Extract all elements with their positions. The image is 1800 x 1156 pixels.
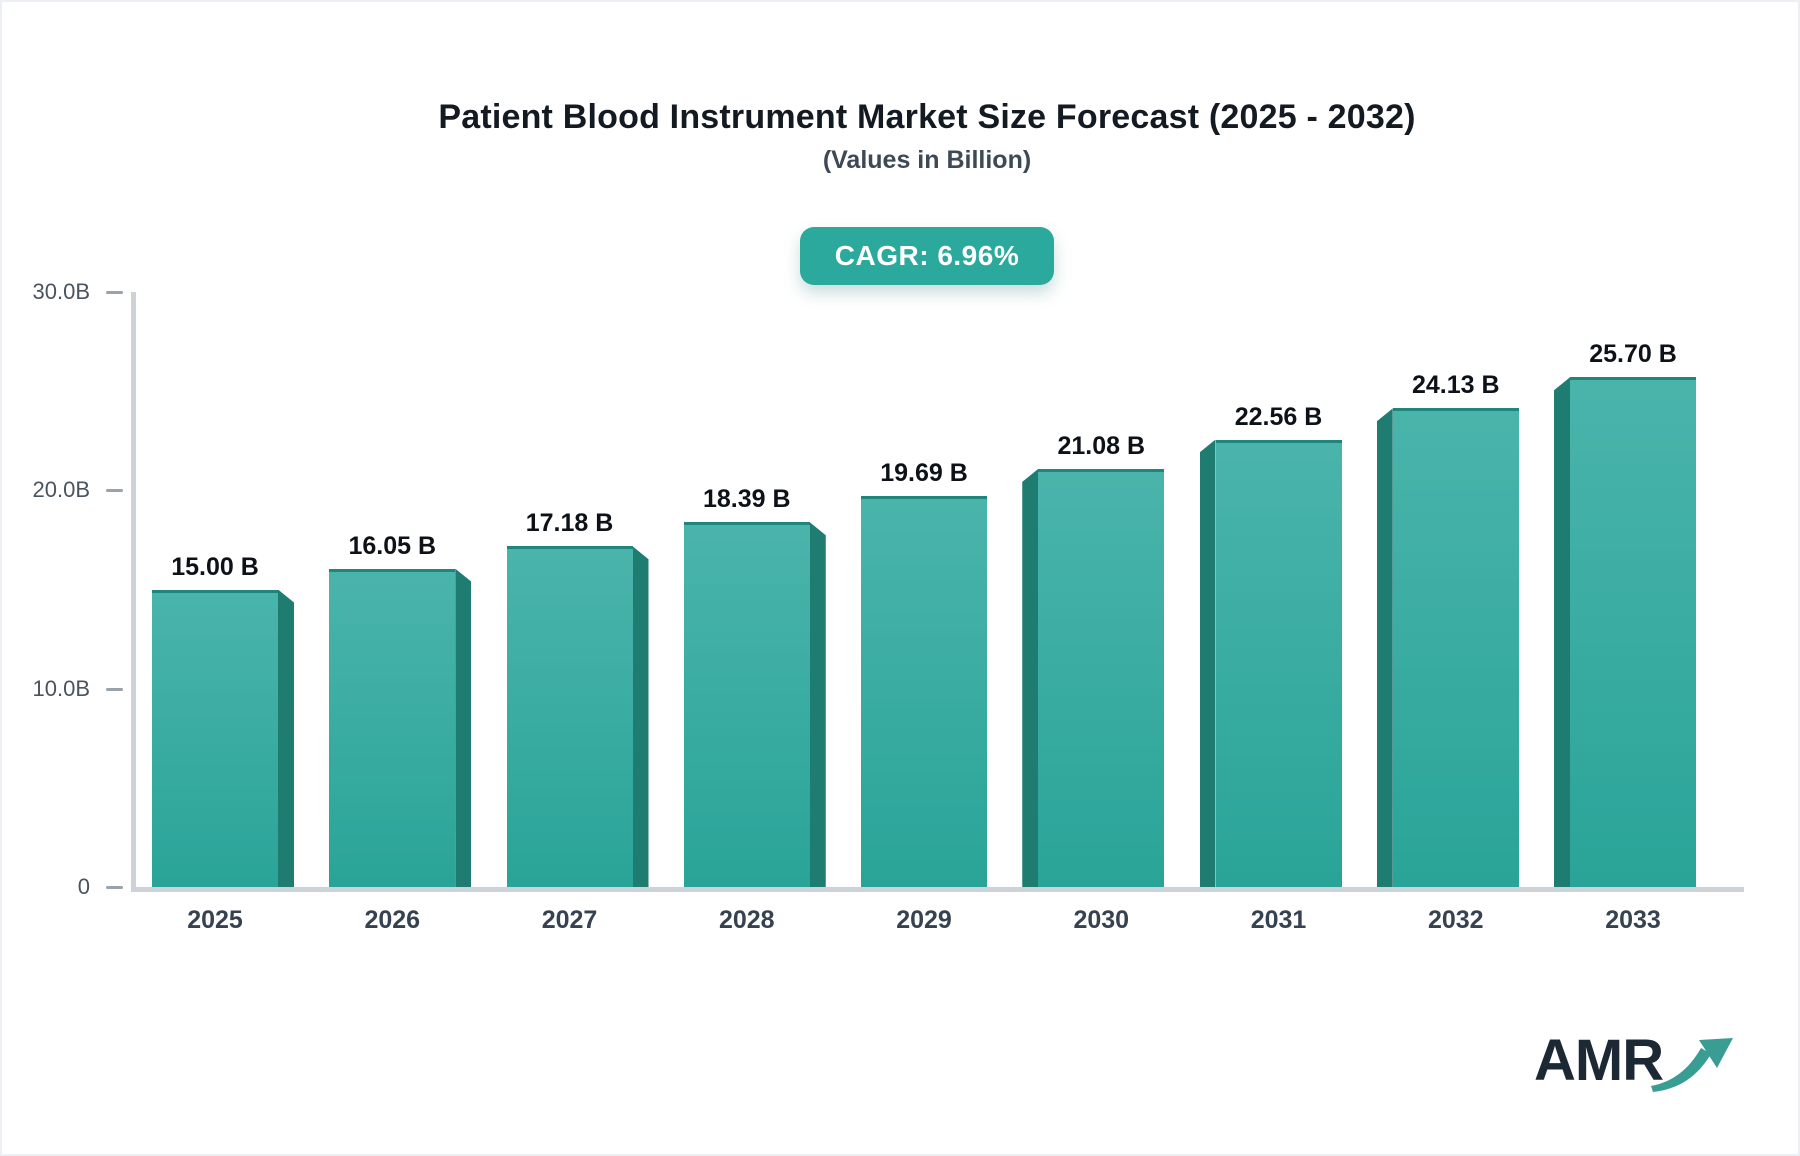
y-axis-tick-label: 10.0B bbox=[32, 675, 91, 701]
y-axis-tick-mark bbox=[106, 489, 123, 493]
bar-value-label: 16.05 B bbox=[348, 531, 437, 560]
y-axis-tick-mark bbox=[106, 886, 123, 889]
x-axis-category-label: 2025 bbox=[187, 906, 243, 934]
x-axis-category-label: 2026 bbox=[364, 906, 421, 934]
bar-2030[interactable] bbox=[1038, 468, 1165, 887]
bar-value-label: 18.39 B bbox=[702, 485, 791, 514]
x-axis-category-label: 2028 bbox=[718, 906, 775, 934]
bar-3d-side bbox=[809, 522, 826, 887]
bar-value-label: 21.08 B bbox=[1057, 431, 1146, 460]
bar-2032[interactable] bbox=[1392, 408, 1519, 887]
bar-value-label: 15.00 B bbox=[171, 552, 259, 581]
bar-2025[interactable] bbox=[152, 589, 278, 887]
bar-value-label: 22.56 B bbox=[1234, 402, 1323, 431]
chart-header: Patient Blood Instrument Market Size For… bbox=[52, 96, 1800, 175]
bar-2033[interactable] bbox=[1570, 377, 1696, 887]
bar-value-label: 24.13 B bbox=[1411, 371, 1500, 400]
growth-arrow-icon bbox=[1651, 1032, 1735, 1103]
bar-value-label: 19.69 B bbox=[880, 459, 968, 488]
cagr-badge: CAGR: 6.96% bbox=[799, 227, 1055, 285]
bar-3d-side bbox=[455, 568, 472, 887]
x-axis-category-label: 2029 bbox=[896, 906, 952, 934]
y-axis-line bbox=[131, 292, 136, 887]
x-axis-category-label: 2032 bbox=[1427, 906, 1484, 934]
x-axis-category-label: 2031 bbox=[1250, 906, 1307, 934]
chart-subtitle: (Values in Billion) bbox=[822, 146, 1032, 174]
y-axis-tick-mark bbox=[106, 291, 123, 294]
bar-3d-side bbox=[1199, 439, 1216, 887]
y-axis-tick-mark bbox=[106, 687, 123, 691]
x-axis-category-label: 2033 bbox=[1605, 906, 1661, 934]
x-axis-category-label: 2030 bbox=[1073, 906, 1130, 934]
y-axis-tick-label: 0 bbox=[77, 874, 90, 899]
bar-2029[interactable] bbox=[861, 496, 987, 887]
amr-logo-text: AMR bbox=[1534, 1028, 1664, 1093]
bar-3d-side bbox=[1376, 408, 1393, 887]
x-axis-line bbox=[131, 887, 1744, 892]
bar-3d-side bbox=[1554, 377, 1570, 887]
y-axis-tick-label: 30.0B bbox=[32, 279, 91, 304]
bar-2026[interactable] bbox=[329, 568, 456, 887]
x-axis-category-label: 2027 bbox=[541, 906, 598, 934]
bar-value-label: 17.18 B bbox=[525, 509, 614, 538]
bar-3d-side bbox=[278, 589, 294, 887]
bar-2027[interactable] bbox=[506, 546, 633, 887]
bar-2031[interactable] bbox=[1215, 439, 1342, 887]
bar-3d-side bbox=[1022, 468, 1039, 887]
bar-2028[interactable] bbox=[683, 522, 810, 887]
chart-title: Patient Blood Instrument Market Size For… bbox=[438, 98, 1416, 136]
cagr-badge-wrap: CAGR: 6.96% bbox=[52, 227, 1800, 285]
y-axis-tick-label: 20.0B bbox=[32, 477, 91, 503]
bar-value-label: 25.70 B bbox=[1589, 340, 1677, 369]
amr-logo: AMR bbox=[1534, 1030, 1735, 1103]
bar-3d-side bbox=[632, 546, 649, 887]
